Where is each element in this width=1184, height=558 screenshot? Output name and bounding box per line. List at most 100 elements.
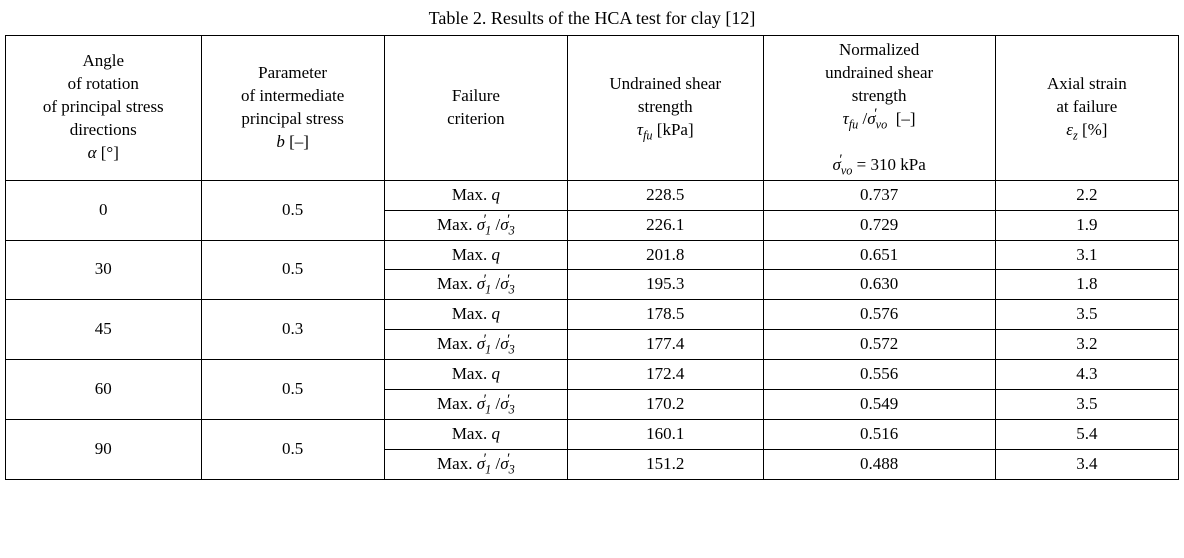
crit-pre: Max. (452, 424, 492, 443)
crit-pre: Max. (437, 215, 477, 234)
table-header-row: Angle of rotation of principal stress di… (6, 36, 1179, 181)
q-symbol: q (491, 185, 500, 204)
sigma-prime-symbol: σ (500, 394, 508, 413)
cell-criterion: Max. q (384, 240, 567, 270)
cell-tfu: 177.4 (568, 330, 764, 360)
hdr-text: = 310 kPa (852, 155, 925, 174)
alpha-symbol: α (88, 143, 97, 162)
hdr-text: criterion (447, 109, 505, 128)
crit-pre: Max. (452, 185, 492, 204)
table-row: 60 0.5 Max. q 172.4 0.556 4.3 (6, 360, 1179, 390)
hdr-text: principal stress (241, 109, 343, 128)
epsilon-symbol: ε (1066, 120, 1073, 139)
crit-pre: Max. (437, 454, 477, 473)
sigma-prime-symbol: σ (832, 155, 840, 174)
cell-angle: 45 (6, 300, 202, 360)
cell-norm: 0.576 (763, 300, 995, 330)
cell-tfu: 160.1 (568, 420, 764, 450)
crit-pre: Max. (452, 364, 492, 383)
cell-criterion: Max. σ1 /σ3 (384, 210, 567, 240)
slash: / (491, 274, 500, 293)
crit-pre: Max. (437, 394, 477, 413)
hdr-text: Angle (82, 51, 124, 70)
sigma-prime-symbol: σ (500, 274, 508, 293)
cell-angle: 0 (6, 180, 202, 240)
hdr-text: directions (70, 120, 137, 139)
slash: / (491, 334, 500, 353)
tau-sub: fu (643, 129, 653, 143)
col-header-criterion: Failure criterion (384, 36, 567, 181)
crit-pre: Max. (452, 304, 492, 323)
hdr-text: strength (852, 86, 907, 105)
cell-norm: 0.572 (763, 330, 995, 360)
hdr-text: of rotation (68, 74, 139, 93)
table-row: 30 0.5 Max. q 201.8 0.651 3.1 (6, 240, 1179, 270)
sigma-sub: vo (876, 117, 888, 131)
cell-norm: 0.488 (763, 450, 995, 480)
sigma-sub: vo (841, 163, 853, 177)
col-header-b: Parameter of intermediate principal stre… (201, 36, 384, 181)
cell-strain: 1.9 (995, 210, 1178, 240)
cell-tfu: 170.2 (568, 390, 764, 420)
sigma-prime-symbol: σ (477, 215, 485, 234)
cell-angle: 90 (6, 420, 202, 480)
crit-pre: Max. (437, 274, 477, 293)
cell-b: 0.5 (201, 240, 384, 300)
hdr-text: at failure (1056, 97, 1117, 116)
hdr-text: Failure (452, 86, 500, 105)
tau-sub: fu (849, 117, 859, 131)
table-caption: Table 2. Results of the HCA test for cla… (5, 8, 1179, 29)
cell-strain: 1.8 (995, 270, 1178, 300)
cell-tfu: 228.5 (568, 180, 764, 210)
cell-criterion: Max. q (384, 300, 567, 330)
table-row: 90 0.5 Max. q 160.1 0.516 5.4 (6, 420, 1179, 450)
hdr-text: strength (638, 97, 693, 116)
sigma-prime-symbol: σ (500, 215, 508, 234)
cell-angle: 60 (6, 360, 202, 420)
cell-criterion: Max. σ1 /σ3 (384, 330, 567, 360)
hdr-unit: [°] (101, 143, 119, 162)
hca-results-table: Angle of rotation of principal stress di… (5, 35, 1179, 480)
cell-strain: 4.3 (995, 360, 1178, 390)
sigma-prime-symbol: σ (867, 109, 875, 128)
q-symbol: q (491, 364, 500, 383)
cell-criterion: Max. q (384, 360, 567, 390)
cell-norm: 0.630 (763, 270, 995, 300)
cell-tfu: 195.3 (568, 270, 764, 300)
hdr-text: undrained shear (825, 63, 933, 82)
cell-strain: 3.4 (995, 450, 1178, 480)
cell-criterion: Max. σ1 /σ3 (384, 390, 567, 420)
cell-strain: 3.5 (995, 300, 1178, 330)
sigma-prime-symbol: σ (477, 274, 485, 293)
cell-norm: 0.556 (763, 360, 995, 390)
sigma-prime-symbol: σ (477, 334, 485, 353)
sigma-prime-symbol: σ (477, 394, 485, 413)
cell-b: 0.5 (201, 360, 384, 420)
q-symbol: q (491, 245, 500, 264)
col-header-normalized: Normalized undrained shear strength τfu … (763, 36, 995, 181)
cell-strain: 3.2 (995, 330, 1178, 360)
hdr-text: of intermediate (241, 86, 344, 105)
slash: / (491, 394, 500, 413)
cell-strain: 2.2 (995, 180, 1178, 210)
col-header-angle: Angle of rotation of principal stress di… (6, 36, 202, 181)
cell-tfu: 226.1 (568, 210, 764, 240)
cell-b: 0.5 (201, 420, 384, 480)
b-symbol: b (276, 132, 285, 151)
cell-norm: 0.729 (763, 210, 995, 240)
hdr-text: Parameter (258, 63, 327, 82)
hdr-text: Axial strain (1047, 74, 1127, 93)
sigma-prime-symbol: σ (477, 454, 485, 473)
table-body: 0 0.5 Max. q 228.5 0.737 2.2 Max. σ1 /σ3… (6, 180, 1179, 479)
cell-tfu: 201.8 (568, 240, 764, 270)
crit-pre: Max. (437, 334, 477, 353)
hdr-unit: [%] (1078, 120, 1108, 139)
cell-tfu: 151.2 (568, 450, 764, 480)
hdr-unit: [–] (896, 109, 916, 128)
cell-criterion: Max. σ1 /σ3 (384, 270, 567, 300)
hdr-text: Normalized (839, 40, 919, 59)
crit-pre: Max. (452, 245, 492, 264)
cell-angle: 30 (6, 240, 202, 300)
hdr-unit: [kPa] (653, 120, 694, 139)
cell-b: 0.5 (201, 180, 384, 240)
